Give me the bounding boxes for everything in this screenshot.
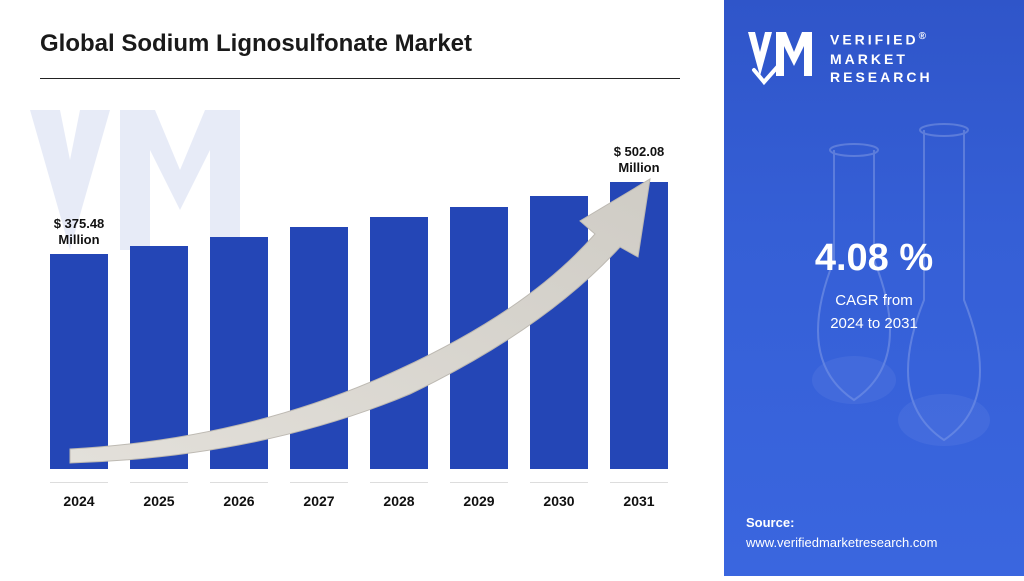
- chart-title: Global Sodium Lignosulfonate Market: [40, 30, 694, 58]
- bar-2030: [530, 196, 588, 469]
- brand-name: VERIFIED® MARKET RESEARCH: [830, 30, 933, 87]
- source-label: Source:: [746, 513, 937, 533]
- bar-2026: [210, 237, 268, 469]
- brand-line2: MARKET: [830, 50, 933, 69]
- xaxis-label: 2027: [290, 482, 348, 509]
- xaxis-label: 2028: [370, 482, 428, 509]
- source-block: Source: www.verifiedmarketresearch.com: [746, 513, 937, 552]
- bar-2029: [450, 207, 508, 469]
- bar-value-label: $ 375.48 Million: [40, 216, 118, 249]
- xaxis-label: 2029: [450, 482, 508, 509]
- growth-caption: CAGR from 2024 to 2031: [746, 290, 1002, 335]
- xaxis-label: 2026: [210, 482, 268, 509]
- info-panel: VERIFIED® MARKET RESEARCH 4.08 % CAGR fr…: [724, 0, 1024, 576]
- xaxis-label: 2025: [130, 482, 188, 509]
- xaxis-label: 2030: [530, 482, 588, 509]
- chart-panel: Global Sodium Lignosulfonate Market 2024…: [0, 0, 724, 576]
- bar-2028: [370, 217, 428, 469]
- brand-line1: VERIFIED: [830, 32, 919, 48]
- bar-2027: [290, 227, 348, 469]
- title-rule: [40, 78, 680, 79]
- bar-2031: [610, 182, 668, 469]
- brand-block: VERIFIED® MARKET RESEARCH: [746, 30, 1002, 87]
- growth-rate-value: 4.08 %: [746, 237, 1002, 280]
- brand-logo-icon: [746, 30, 820, 86]
- xaxis-label: 2024: [50, 482, 108, 509]
- bar-chart: 2024 2025 2026 2027 2028 2029 2030 2031 $ 375.4…: [40, 109, 680, 509]
- growth-caption-l1: CAGR from: [835, 292, 913, 309]
- growth-block: 4.08 % CAGR from 2024 to 2031: [746, 237, 1002, 335]
- bar-value-label: $ 502.08 Million: [600, 144, 678, 177]
- xaxis-label: 2031: [610, 482, 668, 509]
- brand-line3: RESEARCH: [830, 68, 933, 87]
- bar-2025: [130, 246, 188, 469]
- registered-mark: ®: [919, 31, 929, 42]
- growth-caption-l2: 2024 to 2031: [830, 315, 918, 332]
- source-url: www.verifiedmarketresearch.com: [746, 533, 937, 553]
- bar-2024: [50, 254, 108, 469]
